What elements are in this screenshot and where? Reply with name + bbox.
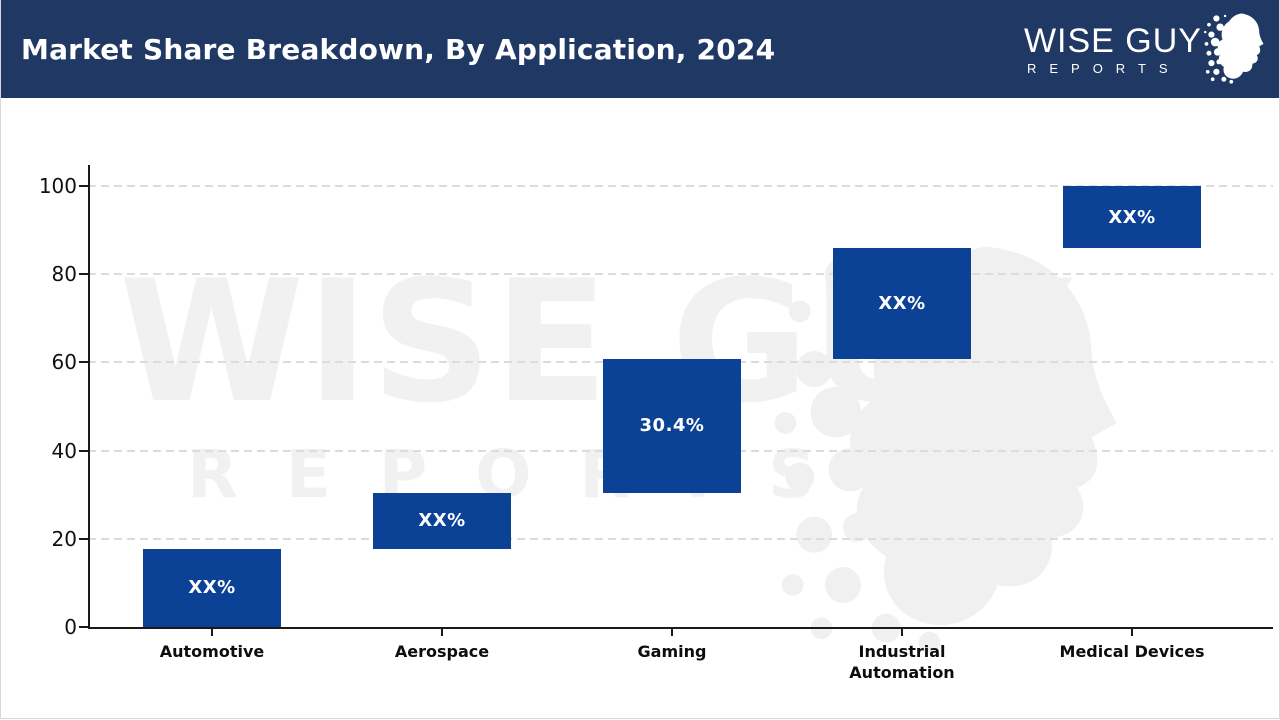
bar-value-label: XX% [878, 293, 926, 315]
y-gridline [88, 537, 1273, 540]
x-axis-tick-mark [211, 627, 213, 636]
header-bar: Market Share Breakdown, By Application, … [1, 0, 1279, 98]
y-axis-tick-label: 0 [64, 615, 77, 639]
x-axis-tick-mark [1131, 627, 1133, 636]
page-title: Market Share Breakdown, By Application, … [21, 32, 776, 66]
bar-value-label: XX% [1108, 206, 1156, 228]
brand-subtitle: REPORTS [1026, 60, 1181, 76]
y-axis-tick-label: 20 [51, 526, 77, 551]
bar-value-label: XX% [188, 577, 236, 599]
x-axis-tick-mark [671, 627, 673, 636]
y-axis-tick-mark [79, 273, 88, 276]
y-gridline [88, 185, 1273, 187]
y-axis-line [88, 165, 90, 629]
y-axis-tick-label: 100 [38, 174, 77, 198]
market-share-bar: 30.4% [603, 358, 741, 493]
brand-logo: WISE GUY REPORTS [1024, 13, 1279, 85]
y-axis-tick-label: 60 [51, 350, 77, 375]
y-axis-tick-label: 80 [51, 262, 77, 287]
y-axis-tick-mark [79, 449, 88, 452]
bar-value-label: 30.4% [639, 415, 705, 437]
y-axis-tick-mark [79, 537, 88, 540]
y-gridline [88, 273, 1273, 276]
x-axis-tick-mark [441, 627, 443, 636]
brand-logo-text: WISE GUY REPORTS [1024, 24, 1202, 75]
y-axis-tick-mark [79, 361, 88, 364]
x-axis-category-label: Industrial Automation [849, 642, 955, 682]
y-axis-tick-mark [79, 626, 88, 628]
y-axis-tick-label: 40 [51, 438, 77, 463]
market-share-bar: XX% [833, 248, 971, 359]
brand-name: WISE GUY [1023, 21, 1202, 60]
x-axis-category-label: Aerospace [394, 642, 490, 661]
dotted-head-icon [1204, 13, 1264, 84]
x-axis-category-label: Gaming [637, 642, 707, 661]
market-share-bar: XX% [1063, 186, 1201, 249]
x-axis-line [88, 627, 1273, 629]
x-axis-category-label: Automotive [159, 642, 265, 661]
bar-value-label: XX% [418, 510, 466, 532]
market-share-bar: XX% [143, 548, 281, 627]
x-axis-category-label: Medical Devices [1059, 642, 1205, 661]
y-axis-tick-mark [79, 185, 88, 187]
market-share-bar: XX% [373, 492, 511, 549]
